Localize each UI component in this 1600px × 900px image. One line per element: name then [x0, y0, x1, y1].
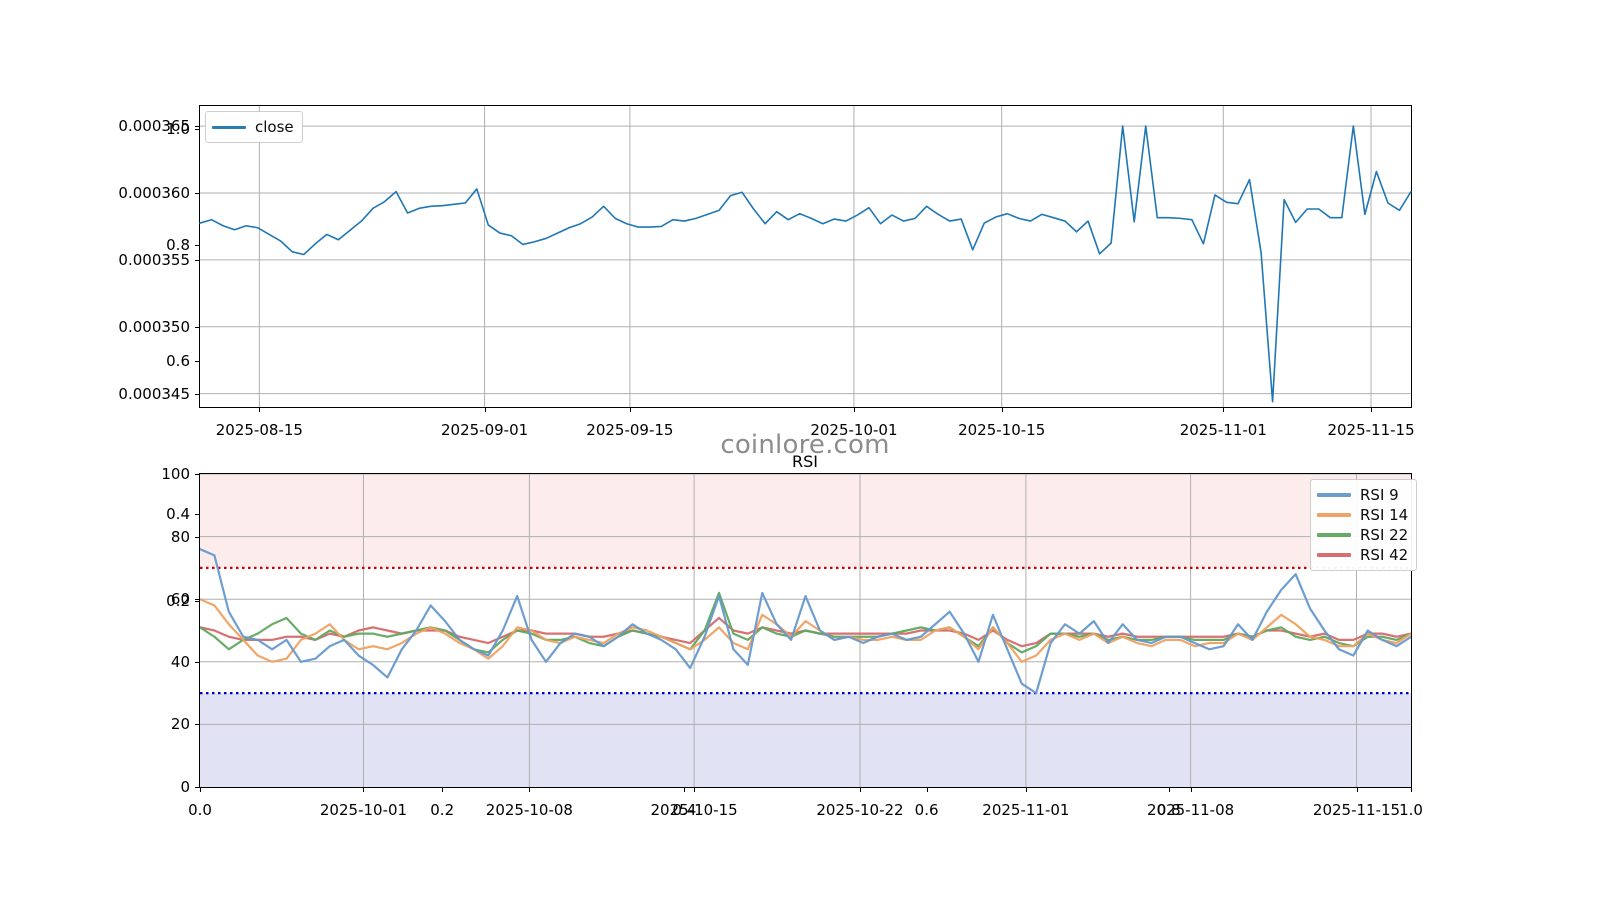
price-chart-panel	[199, 105, 1412, 408]
price-y-tick-label: 0.000360	[118, 183, 190, 202]
rsi-y-tick-mark-secondary	[195, 600, 199, 602]
legend-color-swatch	[1317, 533, 1351, 537]
price-x-tick-mark	[1223, 408, 1225, 412]
price-y-tick-mark	[195, 393, 199, 395]
price-legend: close	[205, 111, 303, 143]
legend-item-label: close	[255, 118, 294, 136]
rsi-x-tick-label-numeric: 0.2	[430, 801, 455, 819]
price-x-tick-label: 2025-09-15	[586, 421, 674, 439]
rsi-x-tick-mark-numeric	[1411, 788, 1412, 792]
price-x-tick-mark	[1001, 408, 1003, 412]
rsi-y-tick-mark-secondary	[195, 514, 199, 516]
rsi-y-tick-mark	[195, 661, 199, 663]
legend-item-label: RSI 14	[1360, 506, 1409, 524]
rsi-x-tick-label-numeric: 0.6	[914, 801, 939, 819]
rsi-x-tick-mark-numeric	[442, 788, 444, 792]
legend-item[interactable]: close	[212, 117, 294, 137]
rsi-x-tick-mark-numeric	[684, 788, 686, 792]
rsi-x-tick-mark-date	[859, 788, 861, 792]
legend-item-label: RSI 42	[1360, 546, 1409, 564]
price-x-tick-label: 2025-11-01	[1179, 421, 1267, 439]
rsi-x-tick-label-date: 2025-10-15	[650, 801, 738, 819]
rsi-x-tick-mark-date	[1025, 788, 1027, 792]
price-y-tick-mark	[195, 326, 199, 328]
rsi-y-tick-label-secondary: 0.2	[166, 591, 190, 610]
rsi-x-tick-mark-date	[694, 788, 696, 792]
price-y-tick-mark-secondary	[195, 244, 199, 246]
rsi-x-tick-mark-date	[1190, 788, 1192, 792]
price-x-tick-label: 2025-10-01	[810, 421, 898, 439]
price-x-tick-mark	[1371, 408, 1373, 412]
legend-item-label: RSI 9	[1360, 486, 1399, 504]
rsi-x-tick-mark-numeric	[200, 788, 201, 792]
legend-item[interactable]: RSI 42	[1317, 545, 1408, 565]
rsi-x-tick-label-date: 2025-11-15	[1312, 801, 1401, 819]
price-y-tick-label-secondary: 0.6	[166, 351, 190, 370]
rsi-x-tick-label-date: 2025-11-01	[982, 801, 1070, 819]
rsi-chart-panel	[199, 473, 1412, 788]
price-x-tick-label: 2025-11-15	[1327, 421, 1415, 439]
legend-color-swatch	[1317, 513, 1351, 517]
rsi-plot-svg	[200, 474, 1411, 787]
rsi-y-tick-mark	[195, 724, 199, 726]
legend-item[interactable]: RSI 9	[1317, 485, 1408, 505]
rsi-y-tick-label-secondary: 0.4	[166, 505, 190, 524]
rsi-y-tick-mark	[195, 599, 199, 601]
price-y-tick-label: 0.000350	[118, 317, 190, 336]
rsi-y-tick-mark	[195, 787, 199, 788]
legend-color-swatch	[1317, 493, 1351, 497]
rsi-x-tick-label-numeric: 1.0	[1399, 801, 1423, 819]
rsi-y-tick-label: 80	[170, 527, 190, 546]
rsi-x-tick-mark-date	[363, 788, 365, 792]
rsi-x-tick-mark-numeric	[1168, 788, 1170, 792]
legend-color-swatch	[1317, 553, 1351, 557]
price-y-tick-label: 0.000355	[118, 250, 190, 269]
rsi-y-tick-label: 60	[170, 590, 190, 609]
rsi-x-tick-label-date: 2025-10-01	[319, 801, 408, 819]
rsi-legend: RSI 9 RSI 14 RSI 22 RSI 42	[1310, 479, 1418, 571]
rsi-y-tick-label: 100	[161, 465, 190, 483]
price-plot-svg	[199, 106, 1412, 407]
price-x-tick-mark	[259, 408, 261, 412]
price-y-tick-label: 0.000365	[118, 117, 190, 136]
rsi-y-tick-mark	[195, 474, 199, 475]
price-x-tick-mark	[484, 408, 486, 412]
rsi-y-tick-label: 20	[170, 715, 190, 734]
rsi-x-tick-mark-date	[529, 788, 531, 792]
price-y-tick-mark	[195, 126, 199, 128]
price-y-tick-mark	[195, 192, 199, 194]
watermark-coinlore: coinlore.com	[720, 430, 890, 460]
rsi-y-tick-label: 40	[170, 652, 190, 671]
price-x-tick-label: 2025-09-01	[440, 421, 529, 439]
rsi-x-tick-label-numeric: 0.8	[1156, 801, 1181, 819]
price-x-tick-label: 2025-08-15	[215, 421, 303, 439]
price-y-tick-mark	[195, 259, 199, 261]
rsi-x-tick-label-date: 2025-10-08	[485, 801, 573, 819]
legend-color-swatch	[212, 125, 246, 129]
price-y-tick-mark-secondary	[195, 360, 199, 362]
rsi-x-tick-label-date: 2025-11-08	[1147, 801, 1235, 819]
rsi-y-tick-label: 0	[180, 778, 190, 796]
price-y-tick-label: 0.000345	[118, 384, 190, 403]
rsi-x-tick-mark-numeric	[926, 788, 928, 792]
price-y-tick-label-secondary: 1.0	[166, 120, 190, 139]
rsi-chart-title: RSI	[792, 452, 818, 471]
rsi-x-tick-label-numeric: 0.0	[188, 801, 212, 819]
rsi-x-tick-label-numeric: 0.4	[672, 801, 697, 819]
rsi-x-tick-label-date: 2025-10-22	[816, 801, 904, 819]
price-x-tick-mark	[629, 408, 631, 412]
price-x-tick-label: 2025-10-15	[958, 421, 1046, 439]
legend-item-label: RSI 22	[1360, 526, 1409, 544]
price-y-tick-mark-secondary	[195, 129, 199, 131]
rsi-y-tick-mark	[195, 536, 199, 538]
price-y-tick-label-secondary: 0.8	[166, 235, 190, 254]
rsi-x-tick-mark-date	[1356, 788, 1358, 792]
legend-item[interactable]: RSI 14	[1317, 505, 1408, 525]
price-x-tick-mark	[853, 408, 855, 412]
legend-item[interactable]: RSI 22	[1317, 525, 1408, 545]
